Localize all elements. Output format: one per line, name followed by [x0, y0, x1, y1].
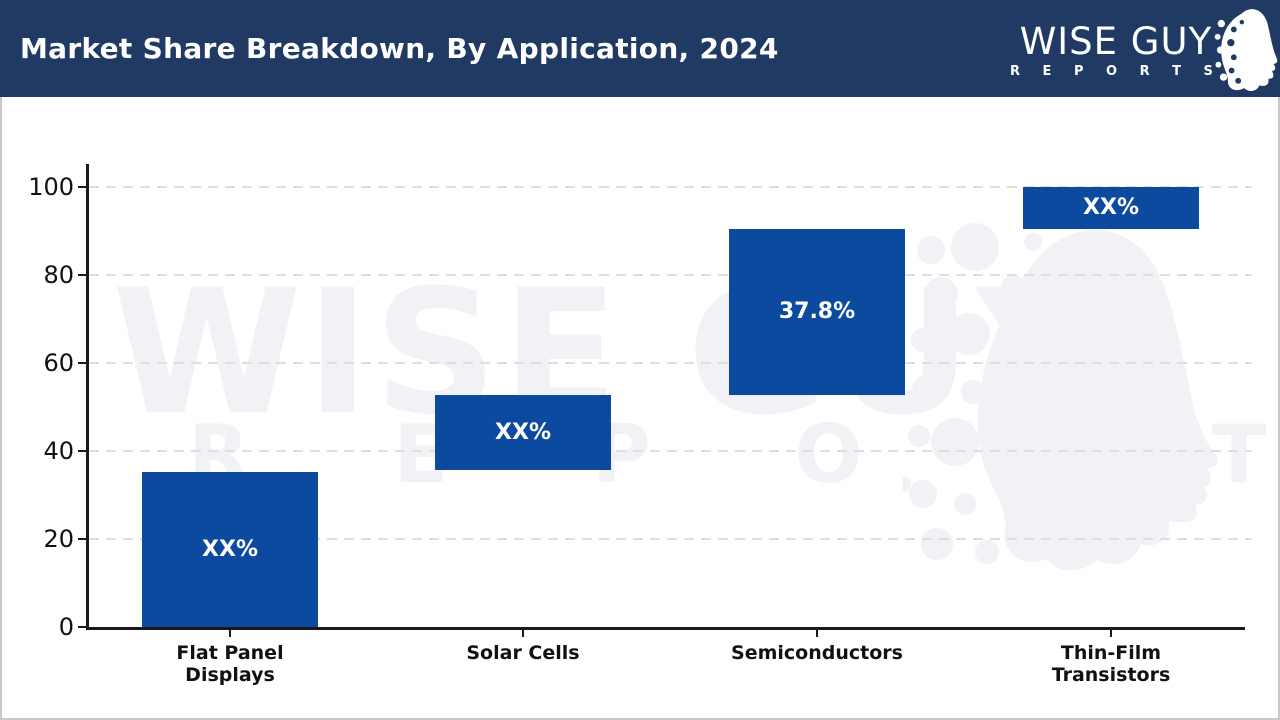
header-bar: Market Share Breakdown, By Application, …	[0, 0, 1280, 97]
category-label-1: Solar Cells	[403, 642, 643, 664]
category-label-3: Thin-Film Transistors	[991, 642, 1231, 686]
bar-value-label: XX%	[202, 536, 258, 562]
gridline-100	[89, 186, 1252, 188]
bar-flat-panel-displays: XX%	[142, 471, 318, 627]
gridline-80	[89, 274, 1252, 276]
y-tick-label-40: 40	[43, 437, 74, 465]
bar-solar-cells: XX%	[435, 395, 611, 470]
y-tick-label-100: 100	[28, 173, 74, 201]
category-label-line: Semiconductors	[731, 642, 903, 664]
y-tick-20	[78, 538, 86, 540]
x-tick-1	[522, 630, 524, 637]
category-label-2: Semiconductors	[697, 642, 937, 664]
y-tick-label-80: 80	[43, 261, 74, 289]
x-tick-2	[816, 630, 818, 637]
bar-value-label: 37.8%	[778, 299, 856, 325]
logo-wordmark: WISE GUY	[1019, 19, 1213, 63]
y-tick-0	[78, 626, 86, 628]
category-label-line: Transistors	[1051, 664, 1171, 686]
gridline-20	[89, 538, 1252, 540]
x-tick-0	[229, 630, 231, 637]
x-tick-3	[1110, 630, 1112, 637]
y-tick-label-20: 20	[43, 525, 74, 553]
y-tick-40	[78, 450, 86, 452]
logo-head-icon	[1214, 9, 1278, 92]
bar-semiconductors: 37.8%	[729, 228, 905, 396]
y-tick-100	[78, 186, 86, 188]
gridline-60	[89, 362, 1252, 364]
y-tick-label-60: 60	[43, 349, 74, 377]
bar-value-label: XX%	[495, 420, 551, 445]
gridline-40	[89, 450, 1252, 452]
category-label-0: Flat Panel Displays	[110, 642, 350, 686]
x-axis-line	[86, 627, 1245, 630]
y-axis-line	[86, 164, 89, 630]
chart-title: Market Share Breakdown, By Application, …	[20, 32, 779, 65]
y-tick-60	[78, 362, 86, 364]
category-label-line: Solar Cells	[466, 642, 580, 664]
category-label-line: Flat Panel	[176, 642, 284, 664]
logo-subtitle: R E P O R T S	[1010, 63, 1222, 79]
y-tick-label-0: 0	[58, 613, 74, 641]
category-label-line: Thin-Film	[1060, 642, 1162, 664]
chart-area: WISE GUY R E P O R T S	[0, 97, 1280, 720]
y-tick-80	[78, 274, 86, 276]
category-label-line: Displays	[185, 664, 275, 686]
bar-value-label: XX%	[1083, 195, 1139, 221]
watermark-head-dots-icon	[903, 223, 1218, 571]
wise-guy-reports-logo: WISE GUY R E P O R T S	[1010, 6, 1278, 94]
bar-thin-film-transistors: XX%	[1023, 187, 1199, 229]
logo-text: WISE GUY R E P O R T S	[1010, 19, 1222, 79]
